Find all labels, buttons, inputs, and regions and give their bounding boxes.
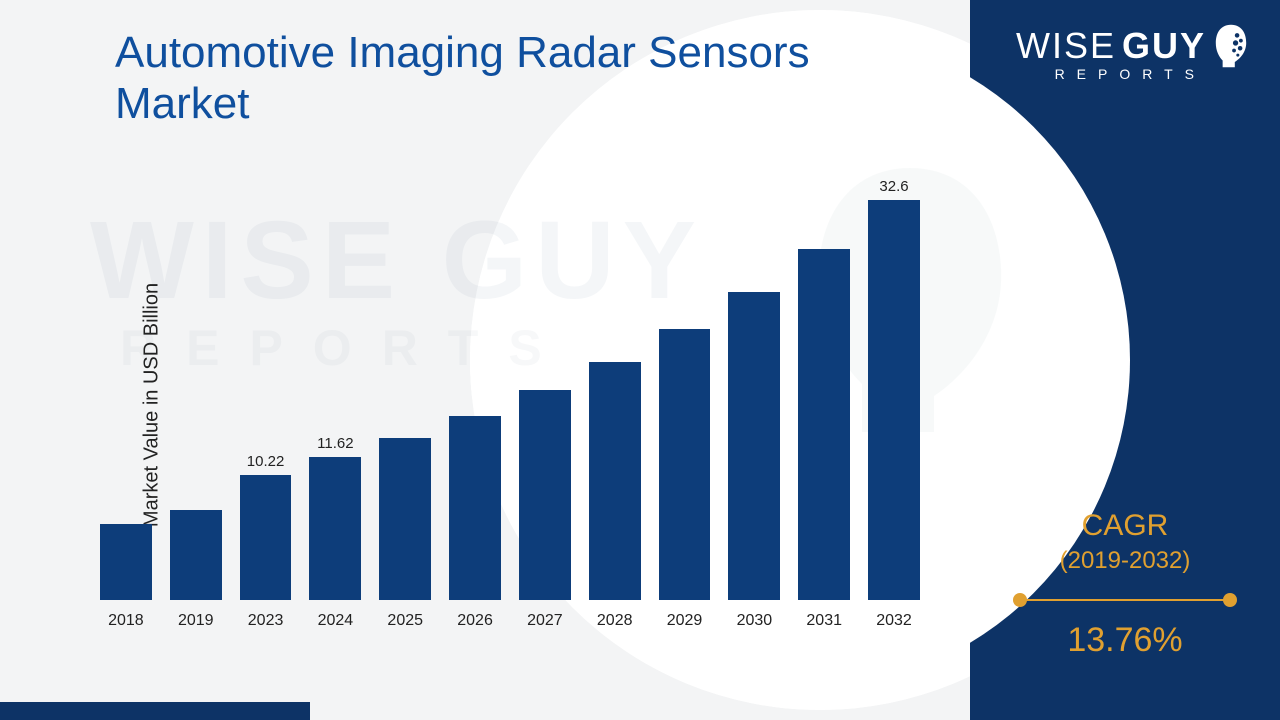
bar [449,416,501,600]
cagr-value: 13.76% [1000,621,1250,660]
bar [728,292,780,600]
bar [379,438,431,600]
bar [868,200,920,600]
brand-logo: WISE GUY REPORTS [1016,22,1250,82]
bar-column [100,502,152,600]
page-root: WISE GUY REPORTS Automotive Imaging Rada… [0,0,1280,720]
bar-value-label: 10.22 [247,453,285,471]
cagr-title: CAGR [1000,509,1250,543]
bar [659,329,711,600]
cagr-divider [1020,599,1230,601]
logo-word-2: GUY [1122,25,1206,67]
x-tick-label: 2018 [100,612,152,630]
x-tick-label: 2032 [868,612,920,630]
logo-word-1: WISE [1016,25,1116,67]
x-tick-label: 2030 [728,612,780,630]
x-tick-label: 2025 [379,612,431,630]
bar-column [170,488,222,600]
cagr-period: (2019-2032) [1000,547,1250,575]
bar-column: 11.62 [309,435,361,600]
bar-value-label: 32.6 [879,178,908,196]
bar [170,510,222,600]
bar-column [659,307,711,600]
bar-column [798,227,850,600]
x-tick-label: 2031 [798,612,850,630]
bottom-accent-bar [0,702,310,720]
cagr-block: CAGR (2019-2032) 13.76% [1000,509,1250,660]
x-axis-labels: 2018 2019 2023 2024 2025 2026 2027 2028 2029 2030… [100,612,920,630]
bar [309,457,361,600]
bar [798,249,850,600]
bar-column [449,394,501,600]
x-tick-label: 2019 [170,612,222,630]
bar [589,362,641,600]
bar [240,475,292,600]
chart-title: Automotive Imaging Radar Sensors Market [115,28,875,129]
bar-column [589,340,641,600]
bar-column [379,416,431,600]
x-tick-label: 2023 [240,612,292,630]
bar-column [728,270,780,600]
x-tick-label: 2029 [659,612,711,630]
x-tick-label: 2026 [449,612,501,630]
logo-main-line: WISE GUY [1016,22,1250,70]
x-tick-label: 2028 [589,612,641,630]
logo-sub-line: REPORTS [1016,66,1206,82]
head-icon [1212,22,1250,70]
bar-column: 32.6 [868,178,920,600]
bars-container: 10.2211.6232.6 [100,200,920,600]
bar [519,390,571,600]
x-tick-label: 2027 [519,612,571,630]
bar-column [519,368,571,600]
bar-column: 10.22 [240,453,292,600]
chart-area: Market Value in USD Billion 10.2211.6232… [70,170,920,640]
bar [100,524,152,600]
x-tick-label: 2024 [309,612,361,630]
bar-value-label: 11.62 [317,435,353,453]
